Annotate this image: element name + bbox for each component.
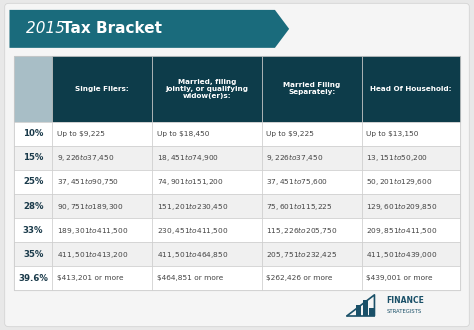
- Text: $230,451 to $411,500: $230,451 to $411,500: [157, 225, 228, 236]
- Bar: [152, 122, 262, 146]
- Text: $189,301 to $411,500: $189,301 to $411,500: [57, 225, 128, 236]
- Text: $151,201 to $230,450: $151,201 to $230,450: [157, 201, 228, 212]
- Bar: [52, 266, 152, 290]
- Text: $74,901 to $151,200: $74,901 to $151,200: [157, 177, 224, 187]
- Text: $13,151 to $50,200: $13,151 to $50,200: [366, 152, 428, 163]
- Bar: [52, 146, 152, 170]
- Text: $37,451 to $75,600: $37,451 to $75,600: [266, 177, 328, 187]
- Text: $115,226 to $205,750: $115,226 to $205,750: [266, 225, 337, 236]
- Bar: [262, 146, 362, 170]
- Text: $9,226 to $37,450: $9,226 to $37,450: [57, 152, 114, 163]
- Bar: [152, 170, 262, 194]
- Text: Married, filing
jointly, or qualifying
widow(er)s:: Married, filing jointly, or qualifying w…: [165, 79, 248, 99]
- Bar: [152, 266, 262, 290]
- Bar: [363, 300, 368, 315]
- Bar: [262, 242, 362, 266]
- Text: $411,501 to $439,000: $411,501 to $439,000: [366, 249, 438, 260]
- Text: Single Filers:: Single Filers:: [75, 86, 129, 92]
- Bar: [262, 170, 362, 194]
- Text: 39.6%: 39.6%: [18, 274, 48, 283]
- Bar: [262, 122, 362, 146]
- Text: Up to $18,450: Up to $18,450: [157, 131, 210, 137]
- Bar: [52, 170, 152, 194]
- Text: $9,226 to $37,450: $9,226 to $37,450: [266, 152, 324, 163]
- Text: FINANCE: FINANCE: [386, 296, 424, 305]
- Text: $205,751 to $232,425: $205,751 to $232,425: [266, 249, 337, 260]
- Bar: [52, 218, 152, 242]
- Text: 25%: 25%: [23, 178, 43, 186]
- Text: $411,501 to $413,200: $411,501 to $413,200: [57, 249, 128, 260]
- Bar: [262, 266, 362, 290]
- Bar: [14, 218, 52, 242]
- Bar: [152, 146, 262, 170]
- Bar: [14, 242, 52, 266]
- Bar: [362, 266, 460, 290]
- Bar: [152, 56, 262, 122]
- Bar: [52, 194, 152, 218]
- Bar: [356, 305, 361, 315]
- Bar: [14, 266, 52, 290]
- Text: Up to $13,150: Up to $13,150: [366, 131, 419, 137]
- Text: $50,201 to $129,600: $50,201 to $129,600: [366, 177, 433, 187]
- Text: 33%: 33%: [23, 226, 44, 235]
- Bar: [362, 242, 460, 266]
- Text: $411,501 to $464,850: $411,501 to $464,850: [157, 249, 228, 260]
- Bar: [14, 122, 52, 146]
- Text: $413,201 or more: $413,201 or more: [57, 275, 123, 281]
- Text: $90,751 to $189,300: $90,751 to $189,300: [57, 201, 124, 212]
- Text: $75,601 to $115,225: $75,601 to $115,225: [266, 201, 333, 212]
- Text: Married Filing
Separately:: Married Filing Separately:: [283, 82, 340, 95]
- Text: Head Of Household:: Head Of Household:: [370, 86, 452, 92]
- Bar: [362, 218, 460, 242]
- Bar: [52, 122, 152, 146]
- Text: $262,426 or more: $262,426 or more: [266, 275, 333, 281]
- Text: 28%: 28%: [23, 202, 44, 211]
- Text: $18,451 to $74,900: $18,451 to $74,900: [157, 152, 219, 163]
- Text: $209,851 to $411,500: $209,851 to $411,500: [366, 225, 438, 236]
- Bar: [368, 308, 374, 315]
- Text: 15%: 15%: [23, 153, 43, 162]
- Bar: [52, 242, 152, 266]
- Bar: [14, 194, 52, 218]
- Bar: [52, 56, 152, 122]
- Text: 10%: 10%: [23, 129, 43, 138]
- Text: $464,851 or more: $464,851 or more: [157, 275, 223, 281]
- Bar: [152, 194, 262, 218]
- Bar: [14, 56, 52, 122]
- Bar: [14, 146, 52, 170]
- Bar: [262, 194, 362, 218]
- Text: Up to $9,225: Up to $9,225: [266, 131, 314, 137]
- Bar: [14, 56, 460, 290]
- Text: $37,451 to $90,750: $37,451 to $90,750: [57, 177, 119, 187]
- Bar: [362, 122, 460, 146]
- Text: STRATEGISTS: STRATEGISTS: [386, 309, 421, 314]
- Bar: [362, 146, 460, 170]
- Text: 2015: 2015: [26, 21, 70, 36]
- Bar: [262, 218, 362, 242]
- Bar: [152, 218, 262, 242]
- Text: $129,601 to $209,850: $129,601 to $209,850: [366, 201, 438, 212]
- Bar: [362, 194, 460, 218]
- Bar: [362, 170, 460, 194]
- Polygon shape: [9, 10, 289, 48]
- Bar: [262, 56, 362, 122]
- Bar: [152, 242, 262, 266]
- Text: Up to $9,225: Up to $9,225: [57, 131, 105, 137]
- Bar: [14, 170, 52, 194]
- Text: $439,001 or more: $439,001 or more: [366, 275, 433, 281]
- Text: Tax Bracket: Tax Bracket: [62, 21, 162, 36]
- Text: 35%: 35%: [23, 250, 43, 259]
- FancyBboxPatch shape: [5, 3, 469, 327]
- Bar: [362, 56, 460, 122]
